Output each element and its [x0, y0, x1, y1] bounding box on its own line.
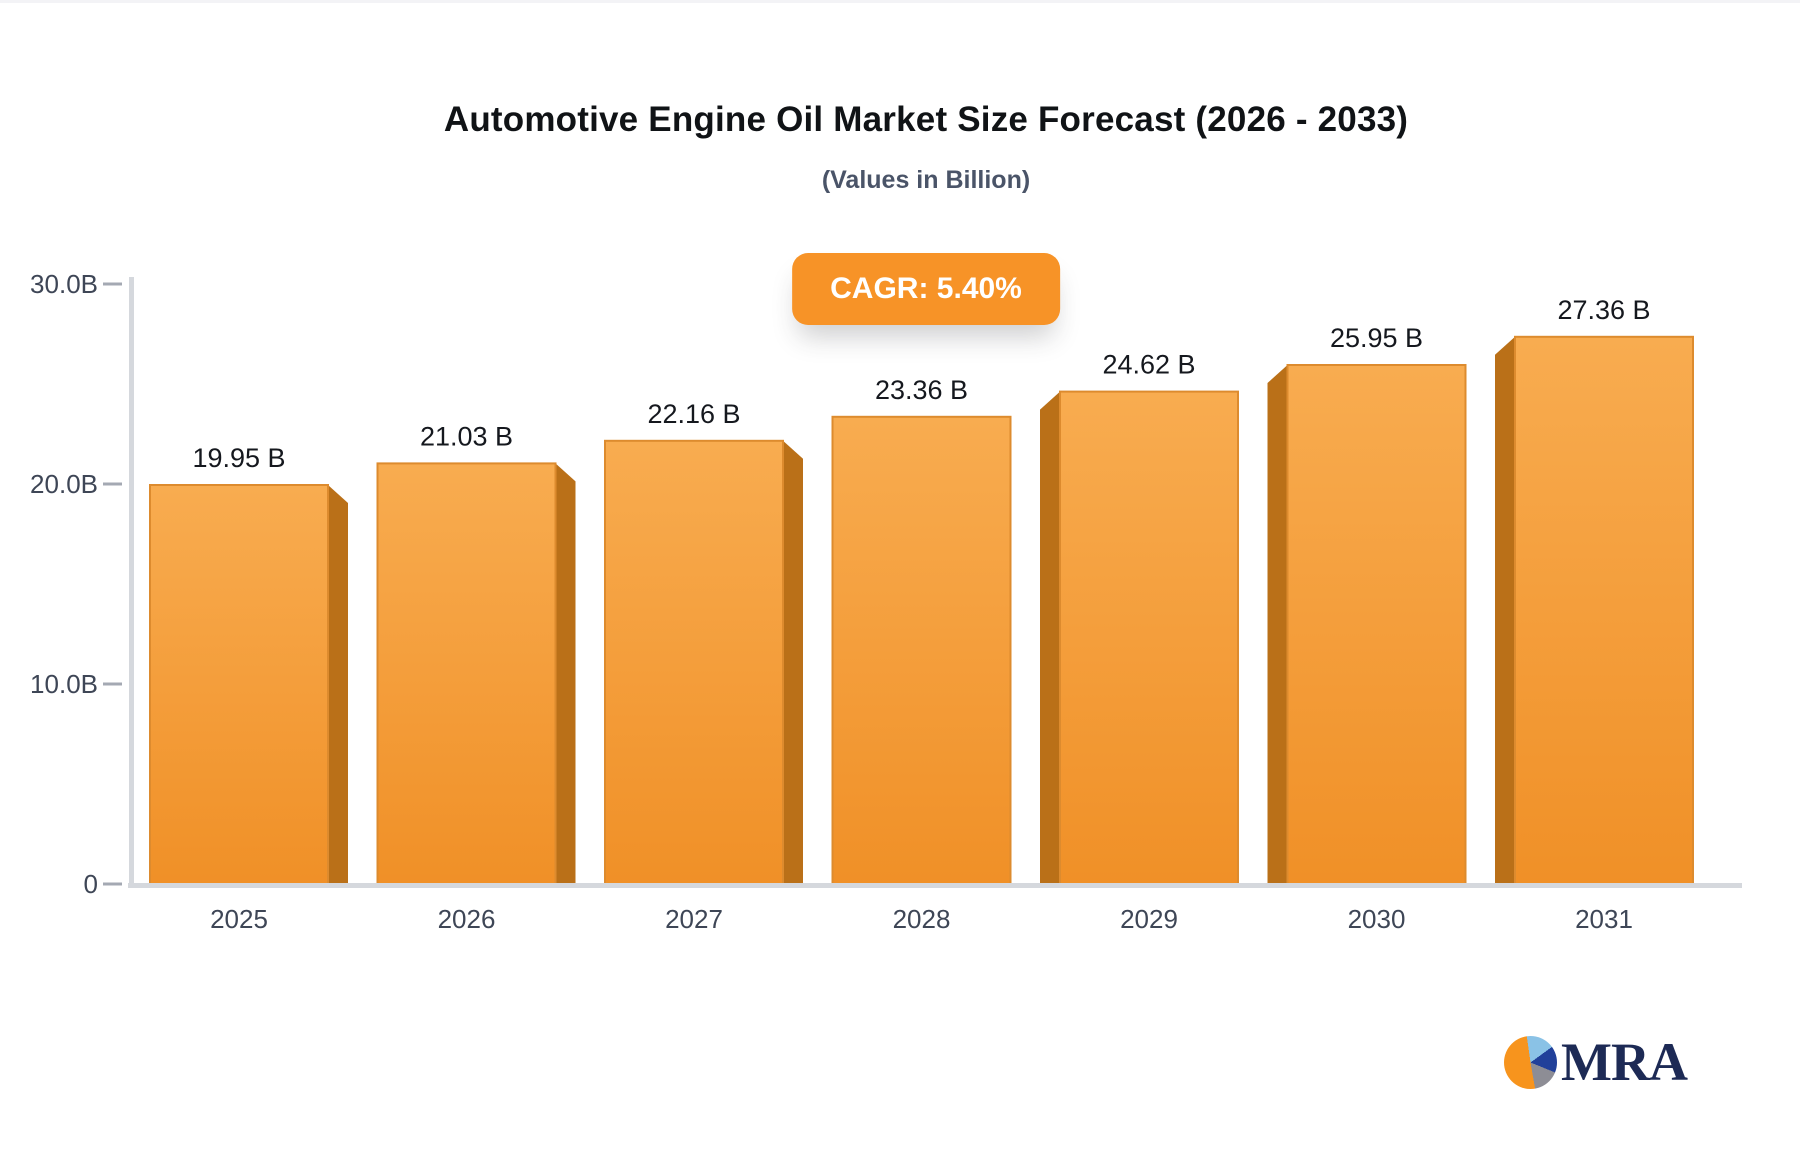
bar-2030: 25.95 B 2030: [1267, 323, 1467, 934]
bar-value-label: 22.16 B: [647, 399, 740, 429]
x-axis-line: [128, 883, 1742, 888]
chart-subtitle: (Values in Billion): [821, 166, 1031, 194]
bar-face: [149, 484, 329, 885]
bar-value-label: 23.36 B: [875, 375, 968, 405]
bar-2027: 22.16 B 2027: [604, 399, 803, 934]
bar-side-face: [1267, 365, 1288, 884]
bar-2025: 19.95 B 2025: [149, 443, 348, 934]
bar-value-label: 24.62 B: [1102, 350, 1195, 380]
bar-face: [1059, 390, 1239, 885]
bar-face: [604, 439, 784, 885]
logo-text: MRA: [1561, 1032, 1688, 1092]
cagr-badge: CAGR: 5.40%: [792, 253, 1060, 325]
bar-face: [1514, 335, 1694, 885]
mra-logo: MRA: [1504, 1032, 1688, 1092]
y-tick-label: 30.0B: [30, 269, 98, 299]
bar-side-face: [328, 485, 348, 884]
bar-value-label: 25.95 B: [1330, 323, 1423, 353]
x-tick-label: 2029: [1120, 904, 1178, 934]
bar-side-face: [1040, 391, 1060, 884]
bar-value-label: 19.95 B: [192, 443, 285, 473]
y-tick-label: 10.0B: [30, 669, 98, 699]
x-tick-label: 2028: [893, 904, 951, 934]
chart-title: Automotive Engine Oil Market Size Foreca…: [443, 100, 1409, 139]
bar-2028: 23.36 B 2028: [831, 375, 1012, 934]
x-tick-label: 2025: [210, 904, 268, 934]
x-tick-label: 2031: [1575, 904, 1633, 934]
x-tick-label: 2027: [665, 904, 723, 934]
bar-2026: 21.03 B 2026: [376, 421, 576, 934]
y-tick-label: 20.0B: [30, 469, 98, 499]
bar-2031: 27.36 B 2031: [1495, 295, 1694, 934]
bar-side-face: [783, 440, 803, 884]
y-tick-label: 0: [84, 869, 98, 899]
bar-face: [1286, 364, 1467, 885]
bar-2029: 24.62 B 2029: [1040, 350, 1239, 934]
page-top-edge: [0, 0, 1800, 3]
bar-face: [831, 415, 1012, 885]
x-tick-label: 2030: [1348, 904, 1406, 934]
y-axis-line: [129, 277, 134, 884]
bar-face: [376, 462, 557, 885]
bar-value-label: 21.03 B: [420, 421, 513, 451]
bar-side-face: [555, 463, 576, 884]
bar-value-label: 27.36 B: [1557, 295, 1650, 325]
pie-chart-logo-icon: [1504, 1036, 1557, 1089]
x-tick-label: 2026: [438, 904, 496, 934]
bar-side-face: [1495, 336, 1515, 884]
